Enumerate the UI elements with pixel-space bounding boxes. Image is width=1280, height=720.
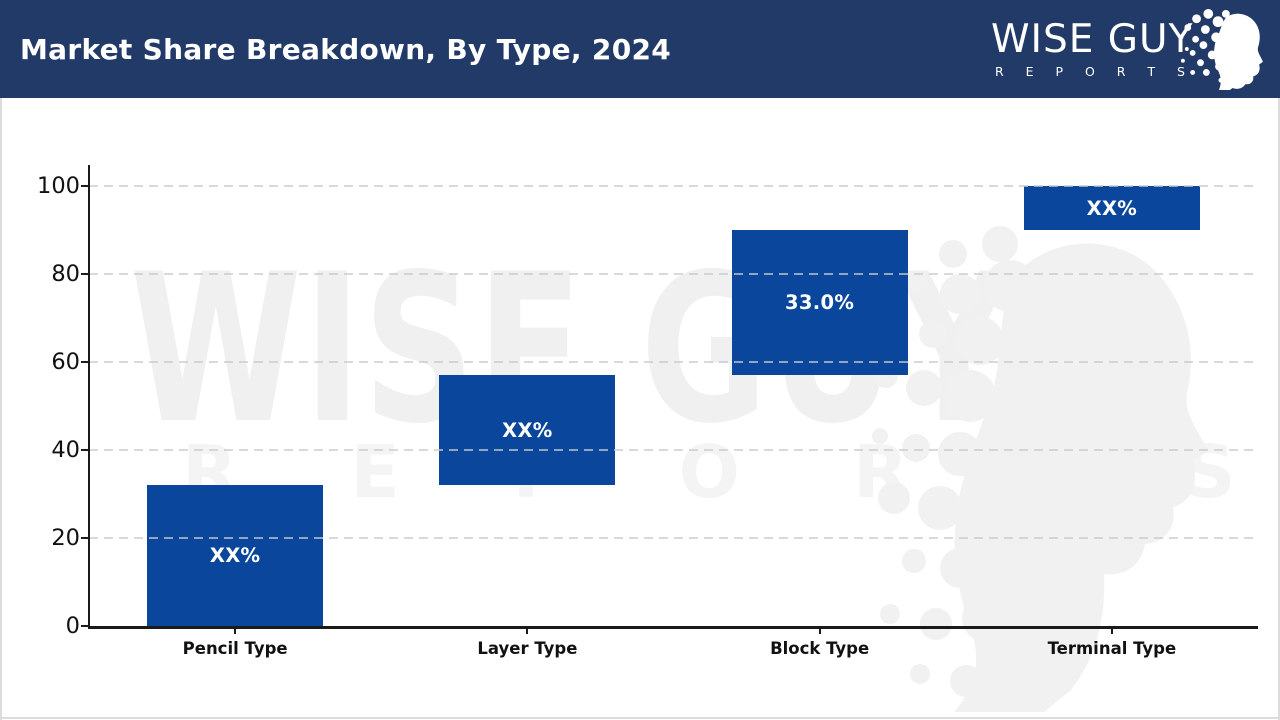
bar-layer-type: XX% — [439, 375, 616, 486]
y-tick-mark — [81, 449, 89, 451]
bar-pencil-type: XX% — [147, 485, 324, 626]
logo-subtext: R E P O R T S — [994, 64, 1194, 79]
bar-value-label: XX% — [1086, 196, 1138, 220]
y-tick-label: 20 — [51, 525, 80, 551]
plot: 0 20 40 60 80 100 XX% Pencil Type XX% Layer Type 3… — [0, 98, 1280, 720]
x-tick-label-block-type: Block Type — [770, 639, 870, 658]
bar-terminal-type: XX% — [1023, 186, 1200, 230]
x-tick-mark — [818, 628, 821, 634]
bar-value-label: 33.0% — [785, 291, 855, 315]
y-tick-label: 100 — [37, 173, 80, 199]
watermark-head-icon — [872, 226, 1208, 712]
x-tick-mark — [234, 628, 237, 634]
y-tick-mark — [81, 361, 89, 363]
dotted-head-profile-icon — [1178, 8, 1263, 90]
content-border-left — [0, 98, 2, 720]
grid-line-40 — [89, 449, 1258, 451]
grid-line-60 — [89, 361, 1258, 363]
y-tick-mark — [81, 185, 89, 187]
y-tick-mark — [81, 625, 89, 627]
grid-line-20 — [89, 537, 1258, 539]
logo-wordmark: WISE GUY — [990, 17, 1194, 62]
y-tick-label: 80 — [51, 261, 80, 287]
y-tick-mark — [81, 537, 89, 539]
content-border-bottom — [0, 717, 1280, 719]
bar-value-label: XX% — [209, 544, 261, 568]
wise-guy-logo: WISE GUY R E P O R T S — [991, 8, 1266, 90]
bar-value-label: XX% — [502, 418, 553, 442]
x-axis-spine — [88, 626, 1258, 629]
chart-area: WISE GUY R E P O R T S 0 20 40 60 80 100 XX% Pe… — [0, 98, 1280, 720]
x-tick-label-pencil-type: Pencil Type — [182, 639, 288, 658]
page-title: Market Share Breakdown, By Type, 2024 — [20, 32, 672, 66]
header-bar: Market Share Breakdown, By Type, 2024 WI… — [0, 0, 1280, 98]
y-tick-label: 0 — [65, 613, 80, 639]
logo-text: WISE GUY R E P O R T S — [991, 20, 1194, 79]
y-tick-label: 60 — [51, 349, 80, 375]
y-tick-label: 40 — [51, 437, 80, 463]
x-tick-label-terminal-type: Terminal Type — [1047, 639, 1177, 658]
x-tick-mark — [526, 628, 529, 634]
x-tick-mark — [1110, 628, 1113, 634]
grid-line-80 — [89, 273, 1258, 275]
x-tick-label-layer-type: Layer Type — [477, 639, 578, 658]
grid-line-100 — [89, 185, 1258, 187]
y-tick-mark — [81, 273, 89, 275]
y-axis-spine — [88, 165, 90, 628]
bar-block-type: 33.0% — [731, 230, 908, 376]
content-border-right — [1278, 98, 1280, 720]
